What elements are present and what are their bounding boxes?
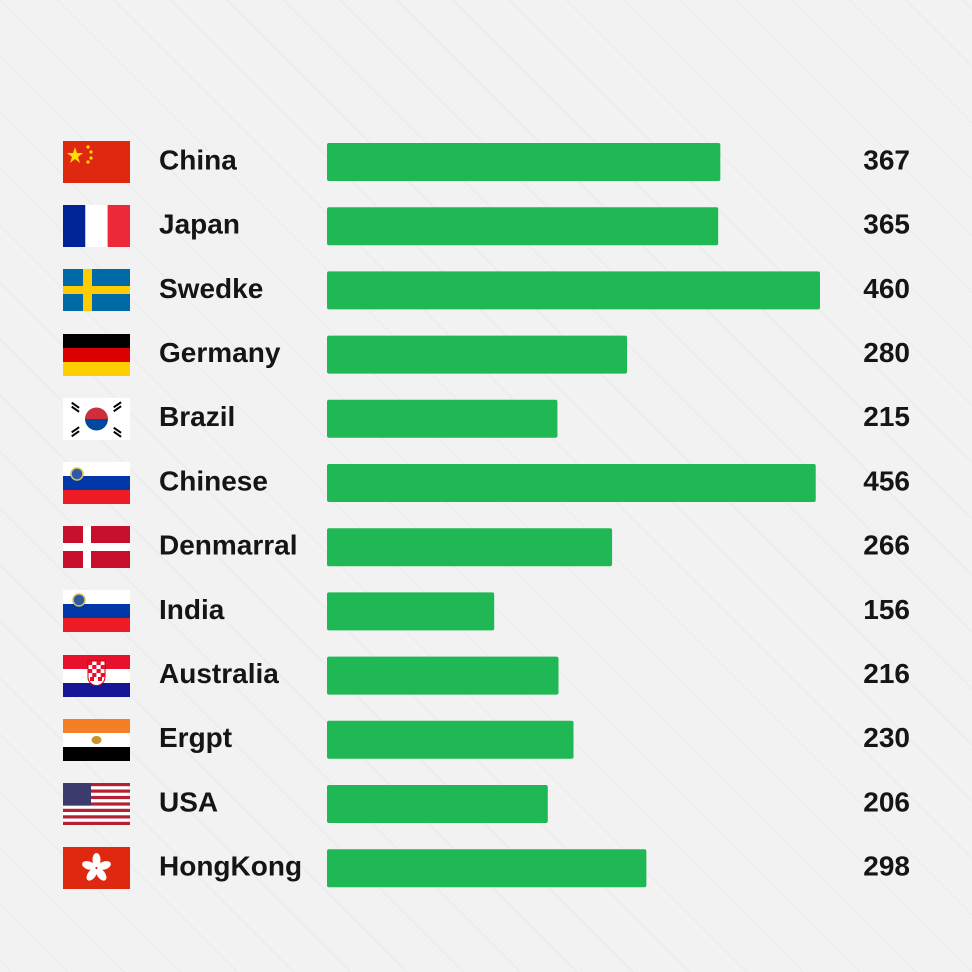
flag (63, 847, 130, 889)
category-label: Germany (159, 337, 281, 368)
value-label: 280 (863, 337, 910, 368)
bar (327, 720, 574, 759)
value-label: 216 (863, 658, 910, 689)
bar (327, 143, 721, 181)
flag (63, 398, 130, 440)
flag (63, 141, 130, 183)
category-label: USA (159, 786, 218, 817)
flag (63, 590, 130, 632)
bar (327, 271, 820, 310)
flag (63, 334, 130, 376)
category-label: Ergpt (159, 722, 232, 753)
category-label: Chinese (159, 465, 268, 496)
value-label: 266 (863, 530, 910, 561)
category-label: China (159, 144, 237, 175)
bar (327, 528, 613, 567)
category-label: Denmarral (159, 530, 298, 561)
value-label: 365 (863, 209, 910, 240)
flag (63, 526, 130, 568)
category-label: HongKong (159, 851, 302, 882)
bar (327, 207, 719, 246)
value-label: 456 (863, 465, 910, 496)
flag (63, 269, 130, 311)
value-label: 298 (863, 851, 910, 882)
bar (327, 785, 548, 823)
bar (327, 849, 647, 888)
value-label: 156 (863, 594, 910, 625)
flag (63, 783, 130, 825)
value-label: 206 (863, 786, 910, 817)
category-label: Swedke (159, 273, 263, 304)
bar (327, 335, 628, 374)
bar (327, 399, 558, 438)
value-label: 230 (863, 722, 910, 753)
flag (63, 205, 130, 247)
flag (63, 655, 130, 697)
bar (327, 592, 495, 631)
value-label: 460 (863, 273, 910, 304)
category-label: Japan (159, 209, 240, 240)
value-label: 367 (863, 144, 910, 175)
flag (63, 462, 130, 504)
category-label: Brazil (159, 401, 235, 432)
category-label: India (159, 594, 225, 625)
bar (327, 464, 816, 502)
bar (327, 656, 559, 695)
flags (63, 141, 130, 889)
category-label: Australia (159, 658, 279, 689)
value-label: 215 (863, 401, 910, 432)
flag (63, 719, 130, 761)
